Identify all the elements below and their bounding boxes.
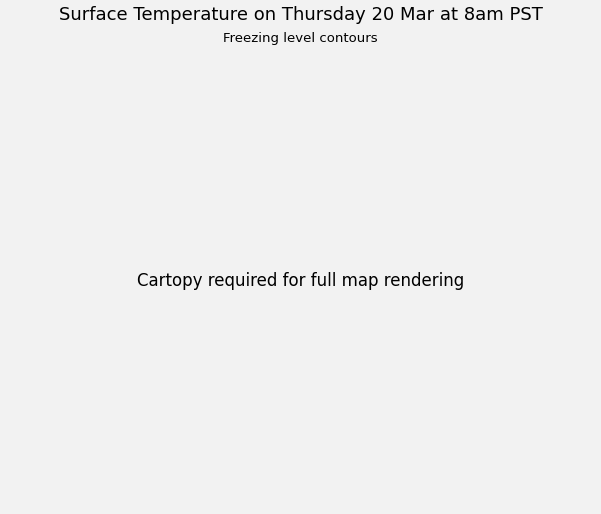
Text: Cartopy required for full map rendering: Cartopy required for full map rendering bbox=[137, 271, 464, 290]
Text: Freezing level contours: Freezing level contours bbox=[223, 32, 378, 45]
Text: Surface Temperature on Thursday 20 Mar at 8am PST: Surface Temperature on Thursday 20 Mar a… bbox=[58, 6, 543, 24]
